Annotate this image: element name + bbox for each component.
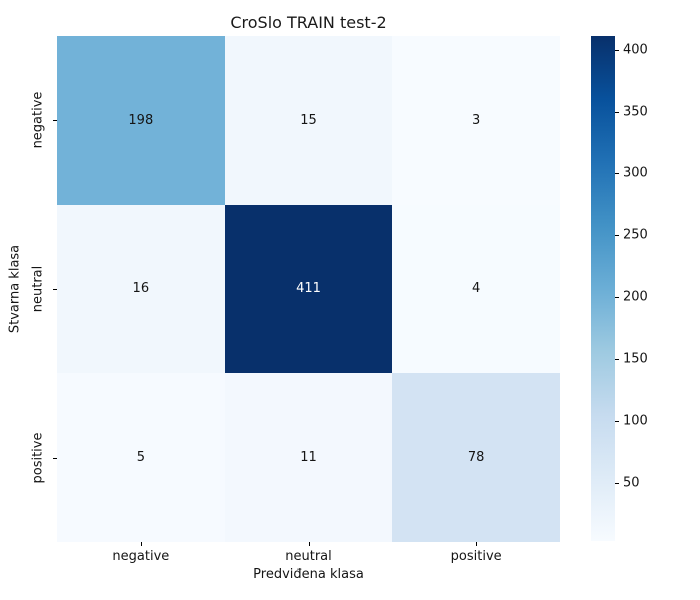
heatmap-cell-negative-neutral: 15: [224, 36, 393, 205]
colorbar-tick-label-200: 200: [623, 289, 648, 305]
x-tick-mark: [308, 542, 310, 546]
colorbar-tick-mark: [615, 49, 619, 51]
colorbar-tick-label-100: 100: [623, 413, 648, 429]
y-tick-mark: [53, 289, 57, 290]
x-tick-label-negative: negative: [112, 549, 170, 564]
colorbar-tick-mark: [615, 235, 619, 237]
y-tick-label-positive: positive: [30, 432, 46, 484]
x-tick-label-positive: positive: [450, 549, 502, 564]
colorbar-tick-mark: [615, 297, 619, 299]
heatmap-cell-positive-negative: 5: [57, 373, 225, 542]
heatmap-cell-neutral-neutral: 411: [224, 204, 393, 374]
x-tick-label-neutral: neutral: [285, 549, 332, 564]
x-axis-label: Predviđena klasa: [253, 567, 364, 582]
colorbar-tick-mark: [615, 420, 619, 422]
colorbar-tick-label-300: 300: [623, 165, 648, 181]
colorbar-tick-mark: [615, 173, 619, 175]
colorbar-tick-mark: [615, 359, 619, 361]
x-tick-mark: [140, 542, 142, 546]
x-tick-mark: [476, 542, 478, 546]
heatmap-cell-positive-positive: 78: [392, 373, 560, 542]
heatmap-cell-neutral-negative: 16: [57, 204, 225, 374]
heatmap-cell-negative-negative: 198: [57, 36, 225, 205]
colorbar-tick-mark: [615, 111, 619, 113]
heatmap-cell-positive-neutral: 11: [224, 373, 393, 542]
y-tick-label-neutral: neutral: [30, 265, 46, 313]
chart-title: CroSlo TRAIN test-2: [230, 13, 387, 32]
heatmap-cell-negative-positive: 3: [392, 36, 560, 205]
colorbar-tick-label-250: 250: [623, 227, 648, 243]
colorbar-tick-label-50: 50: [623, 475, 640, 491]
colorbar-tick-label-400: 400: [623, 42, 648, 58]
heatmap-cell-neutral-positive: 4: [392, 204, 560, 374]
heatmap-grid: 198 15 3 16 411 4 5 11 78: [57, 36, 560, 542]
y-tick-mark: [53, 120, 57, 122]
y-tick-label-negative: negative: [30, 91, 46, 149]
y-axis-label: Stvarna klasa: [7, 244, 23, 334]
y-tick-mark: [53, 457, 57, 459]
colorbar-tick-mark: [615, 482, 619, 484]
colorbar-tick-label-350: 350: [623, 104, 648, 119]
colorbar-tick-label-150: 150: [623, 351, 648, 367]
colorbar: [591, 36, 615, 541]
